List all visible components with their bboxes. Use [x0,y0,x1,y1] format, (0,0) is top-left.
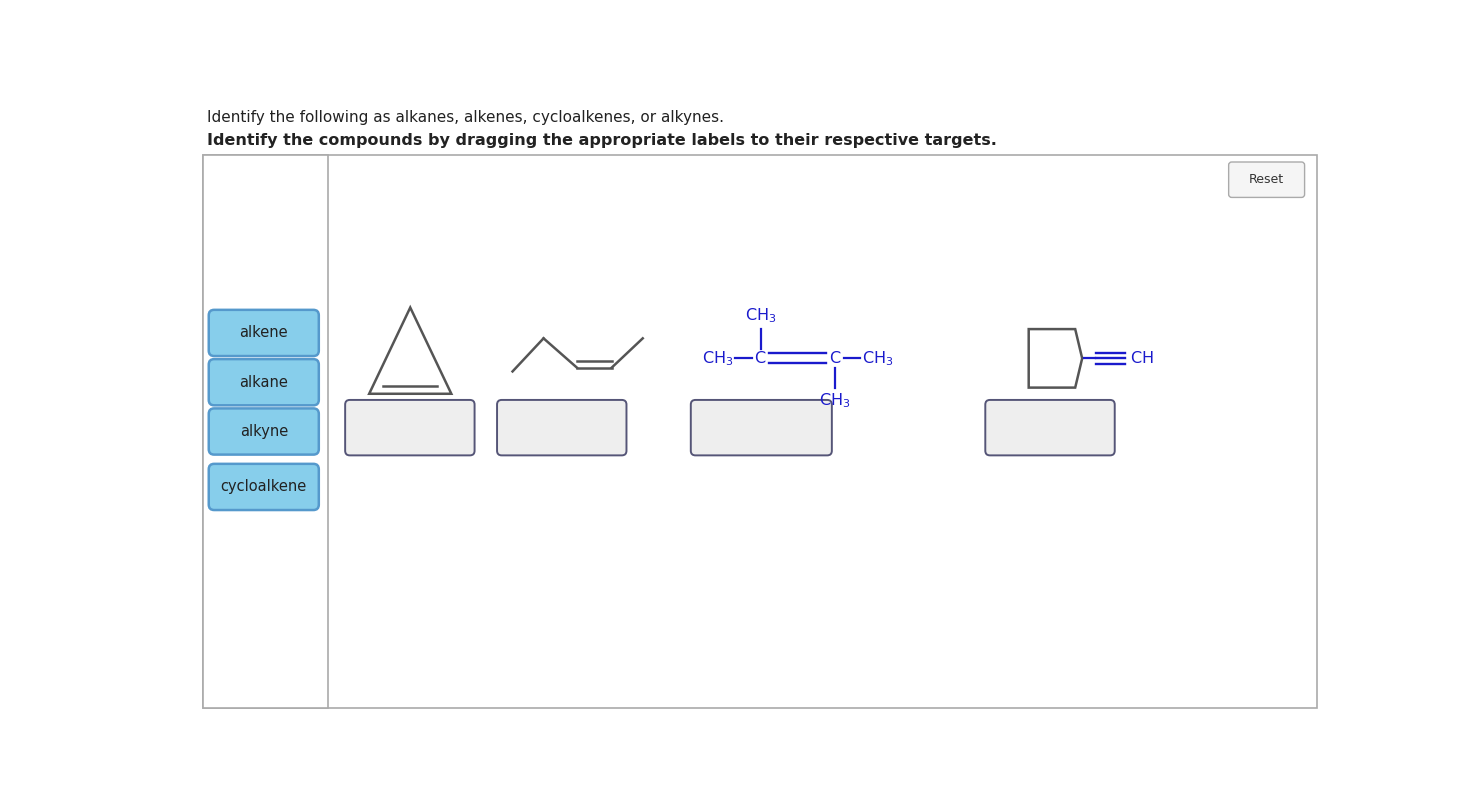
Text: $\mathregular{CH_3}$: $\mathregular{CH_3}$ [745,307,776,325]
FancyBboxPatch shape [202,155,1316,708]
Text: cycloalkene: cycloalkene [221,479,307,495]
FancyBboxPatch shape [690,400,833,455]
FancyBboxPatch shape [985,400,1114,455]
Text: alkane: alkane [239,375,288,390]
FancyBboxPatch shape [209,359,319,406]
Text: Identify the following as alkanes, alkenes, cycloalkenes, or alkynes.: Identify the following as alkanes, alken… [208,109,724,125]
FancyBboxPatch shape [497,400,626,455]
FancyBboxPatch shape [1229,162,1304,197]
Text: $\mathregular{CH}$: $\mathregular{CH}$ [1131,350,1155,367]
Text: $\mathregular{C}$: $\mathregular{C}$ [754,350,767,367]
Text: $\mathregular{CH_3}$: $\mathregular{CH_3}$ [702,349,733,367]
Text: $\mathregular{CH_3}$: $\mathregular{CH_3}$ [819,392,850,410]
FancyBboxPatch shape [209,310,319,356]
FancyBboxPatch shape [209,409,319,455]
Text: $\mathregular{C}$: $\mathregular{C}$ [828,350,841,367]
Text: alkyne: alkyne [239,424,288,439]
Text: Reset: Reset [1250,174,1284,187]
FancyBboxPatch shape [209,464,319,510]
Text: alkene: alkene [239,325,288,341]
FancyBboxPatch shape [346,400,475,455]
Text: $\mathregular{CH_3}$: $\mathregular{CH_3}$ [862,349,893,367]
FancyBboxPatch shape [202,155,328,708]
Text: Identify the compounds by dragging the appropriate labels to their respective ta: Identify the compounds by dragging the a… [208,133,997,148]
